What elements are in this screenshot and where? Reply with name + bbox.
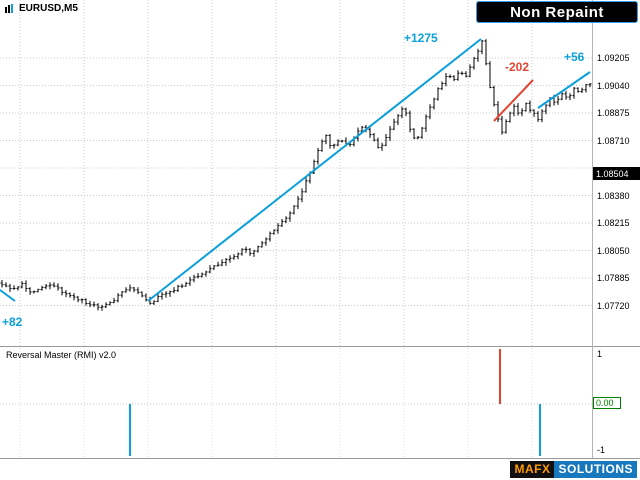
- price-axis-label: 1.09040: [597, 80, 630, 91]
- current-price-badge: 1.08504: [593, 167, 640, 180]
- trend-line[interactable]: [537, 71, 591, 109]
- price-axis-label: 1.08380: [597, 190, 630, 201]
- symbol-text: EURUSD,M5: [19, 3, 78, 14]
- indicator-value-badge: 0.00: [593, 397, 621, 409]
- price-axis-label: 1.07885: [597, 273, 630, 283]
- price-axis-label: 1.08215: [597, 218, 630, 228]
- signal-annotation: +56: [564, 50, 585, 64]
- price-bars: [0, 39, 592, 311]
- indicator-axis-label: 1: [597, 349, 603, 359]
- price-axis-label: 1.09205: [597, 53, 630, 63]
- trend-line[interactable]: [0, 289, 16, 302]
- watermark-mafx: MAFX: [510, 461, 555, 478]
- signal-annotation: +82: [2, 315, 23, 329]
- indicator-title: Reversal Master (RMI) v2.0: [6, 350, 117, 360]
- symbol-timeframe-label: EURUSD,M5: [4, 3, 78, 14]
- price-axis-label: 1.08875: [597, 108, 630, 118]
- mafx-solutions-watermark: MAFX SOLUTIONS: [510, 461, 637, 478]
- signal-annotation: -202: [505, 60, 530, 74]
- watermark-solutions: SOLUTIONS: [554, 461, 637, 478]
- price-axis-label: 1.08050: [597, 245, 630, 256]
- price-axis-label: 1.07720: [597, 300, 630, 311]
- non-repaint-banner: Non Repaint: [476, 1, 638, 23]
- price-axis-label: 1.08710: [597, 135, 630, 146]
- indicator-axis-label: -1: [597, 445, 606, 455]
- chart-icon: [5, 4, 13, 13]
- signal-annotation: +1275: [404, 31, 438, 45]
- trend-line[interactable]: [493, 79, 534, 122]
- trend-line[interactable]: [147, 38, 482, 302]
